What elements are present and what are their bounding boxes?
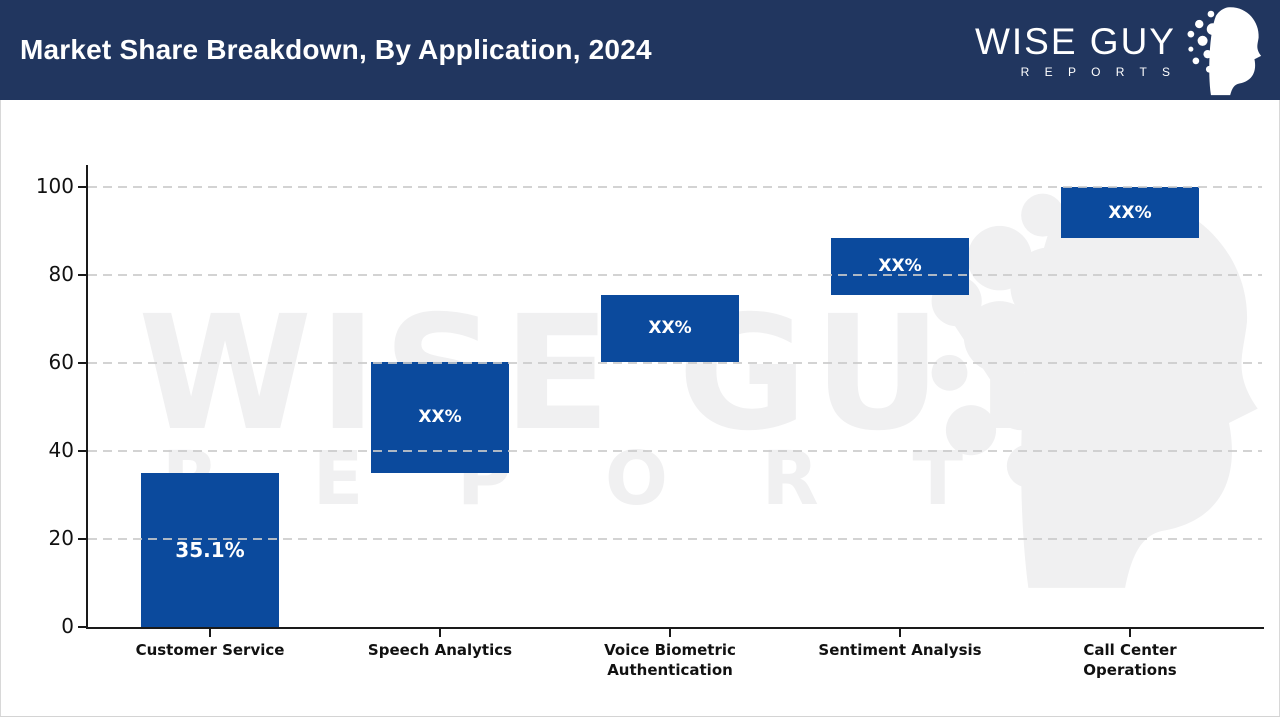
y-axis-line [86, 165, 88, 629]
x-label-customer-service: Customer Service [135, 641, 285, 659]
y-tick-40 [78, 450, 88, 452]
gridline-20 [88, 538, 1262, 540]
bar-call-center-operations: XX% [1061, 187, 1199, 239]
bar-value-label: XX% [878, 256, 922, 277]
header-bar: Market Share Breakdown, By Application, … [0, 0, 1280, 100]
x-tick-call-center-operations [1129, 629, 1131, 637]
x-tick-customer-service [209, 629, 211, 637]
watermark-wordmark: WISE GUY [138, 282, 1069, 466]
y-tick-label-0: 0 [61, 614, 74, 638]
x-tick-speech-analytics [439, 629, 441, 637]
y-tick-80 [78, 274, 88, 276]
brand-subname: R E P O R T S [1020, 64, 1176, 79]
brand-logo-text: WISE GUY R E P O R T S [975, 23, 1176, 78]
gridline-100 [88, 186, 1262, 188]
bottom-divider [0, 716, 1280, 717]
x-tick-voice-biometric-authentication [669, 629, 671, 637]
x-label-sentiment-analysis: Sentiment Analysis [818, 641, 982, 659]
bar-value-label: XX% [1108, 202, 1152, 223]
gridline-60 [88, 362, 1262, 364]
bar-value-label: 35.1% [175, 537, 245, 562]
y-tick-label-20: 20 [48, 526, 74, 550]
bar-speech-analytics: XX% [371, 362, 509, 473]
y-tick-100 [78, 186, 88, 188]
x-label-speech-analytics: Speech Analytics [367, 641, 513, 659]
bar-customer-service: 35.1% [141, 472, 279, 627]
x-label-voice-biometric-authentication: Voice Biometric Authentication [604, 641, 736, 680]
y-tick-label-60: 60 [48, 350, 74, 374]
y-tick-20 [78, 538, 88, 540]
bar-value-label: XX% [648, 318, 692, 339]
y-tick-60 [78, 362, 88, 364]
gridline-40 [88, 450, 1262, 452]
y-tick-label-40: 40 [48, 438, 74, 462]
bar-voice-biometric-authentication: XX% [601, 294, 739, 363]
brand-face-icon [1187, 7, 1262, 96]
bar-sentiment-analysis: XX% [831, 238, 969, 295]
x-axis-line [86, 627, 1264, 629]
brand-name: WISE GUY [974, 20, 1176, 62]
y-tick-label-80: 80 [48, 262, 74, 286]
watermark-face-icon [931, 190, 1258, 588]
bar-value-label: XX% [418, 407, 462, 428]
gridline-80 [88, 274, 1262, 276]
x-tick-sentiment-analysis [899, 629, 901, 637]
page-title: Market Share Breakdown, By Application, … [20, 34, 652, 65]
x-label-call-center-operations: Call Center Operations [1083, 641, 1177, 680]
y-tick-0 [78, 626, 88, 628]
brand-logo: WISE GUY R E P O R T S [975, 4, 1280, 96]
y-tick-label-100: 100 [35, 174, 74, 198]
